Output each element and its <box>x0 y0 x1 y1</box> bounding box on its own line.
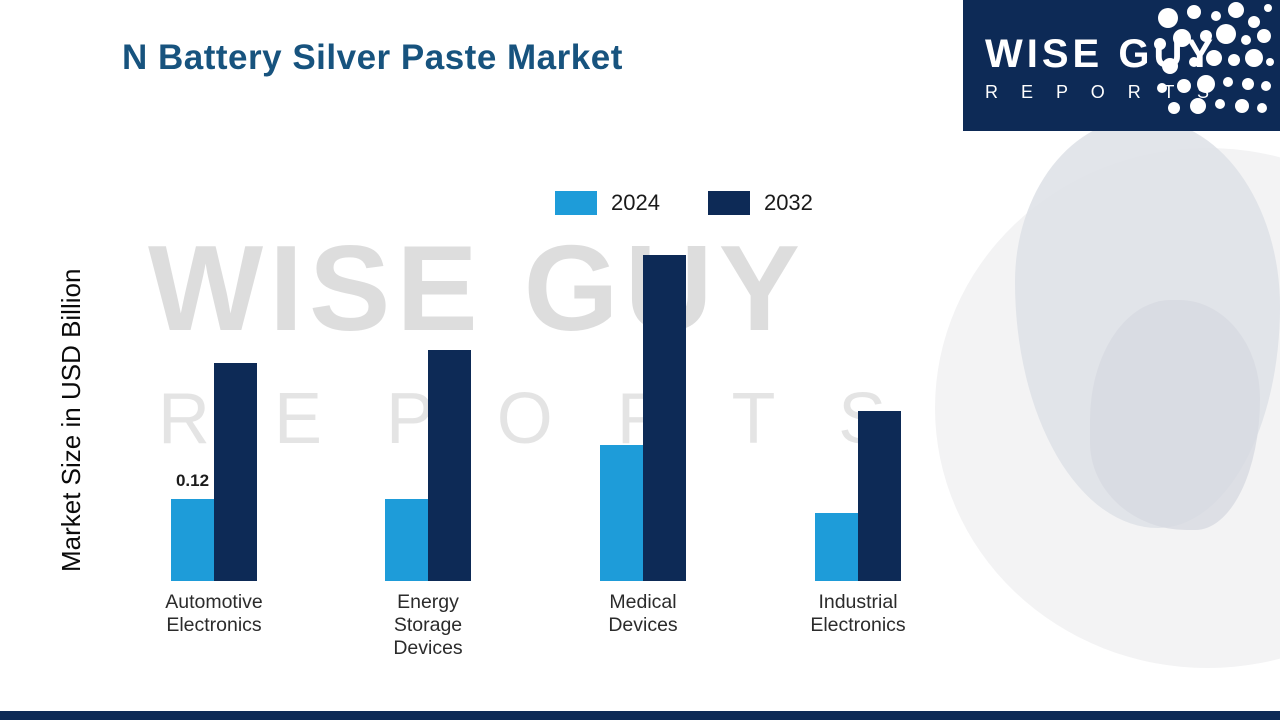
category-label-medical-devices: Medical Devices <box>608 591 678 636</box>
watermark-text-line1: WISE GUY <box>148 220 807 356</box>
chart-legend: 2024 2032 <box>555 190 813 216</box>
brand-logo-block: WISE GUY R E P O R T S <box>963 0 1280 131</box>
bar-value-label: 0.12 <box>175 471 210 490</box>
brand-head-dots-icon <box>1154 2 1274 114</box>
bar-2032-automotive-electronics <box>214 363 257 581</box>
legend-swatch-2032 <box>707 191 750 215</box>
bar-2032-energy-storage-devices <box>428 350 471 581</box>
brand-subname: R E P O R T S <box>985 82 1219 102</box>
bar-2024-industrial-electronics <box>815 513 858 581</box>
bar-group-medical-devices <box>600 255 686 581</box>
category-label-automotive-electronics: Automotive Electronics <box>165 591 263 636</box>
watermark-head-silhouette-lower <box>1090 300 1260 530</box>
bar-2032-medical-devices <box>643 255 686 581</box>
bottom-accent-bar <box>0 711 1280 720</box>
bar-group-automotive-electronics: 0.12 <box>171 363 257 581</box>
legend-item-2024: 2024 <box>555 190 660 216</box>
legend-label-2032: 2032 <box>763 190 813 215</box>
bar-2024-automotive-electronics <box>171 499 214 581</box>
bar-2024-medical-devices <box>600 445 643 581</box>
bar-group-industrial-electronics <box>815 411 901 581</box>
legend-label-2024: 2024 <box>611 190 660 215</box>
bar-2024-energy-storage-devices <box>385 499 428 581</box>
bar-2032-industrial-electronics <box>858 411 901 581</box>
category-label-industrial-electronics: Industrial Electronics <box>810 591 906 636</box>
page-title: N Battery Silver Paste Market <box>122 38 623 77</box>
legend-item-2032: 2032 <box>707 190 813 216</box>
watermark-text-line2: R E P O R T S <box>158 379 909 459</box>
legend-swatch-2024 <box>555 191 597 215</box>
bar-group-energy-storage-devices <box>385 350 471 581</box>
category-label-energy-storage-devices: Energy Storage Devices <box>393 591 463 659</box>
